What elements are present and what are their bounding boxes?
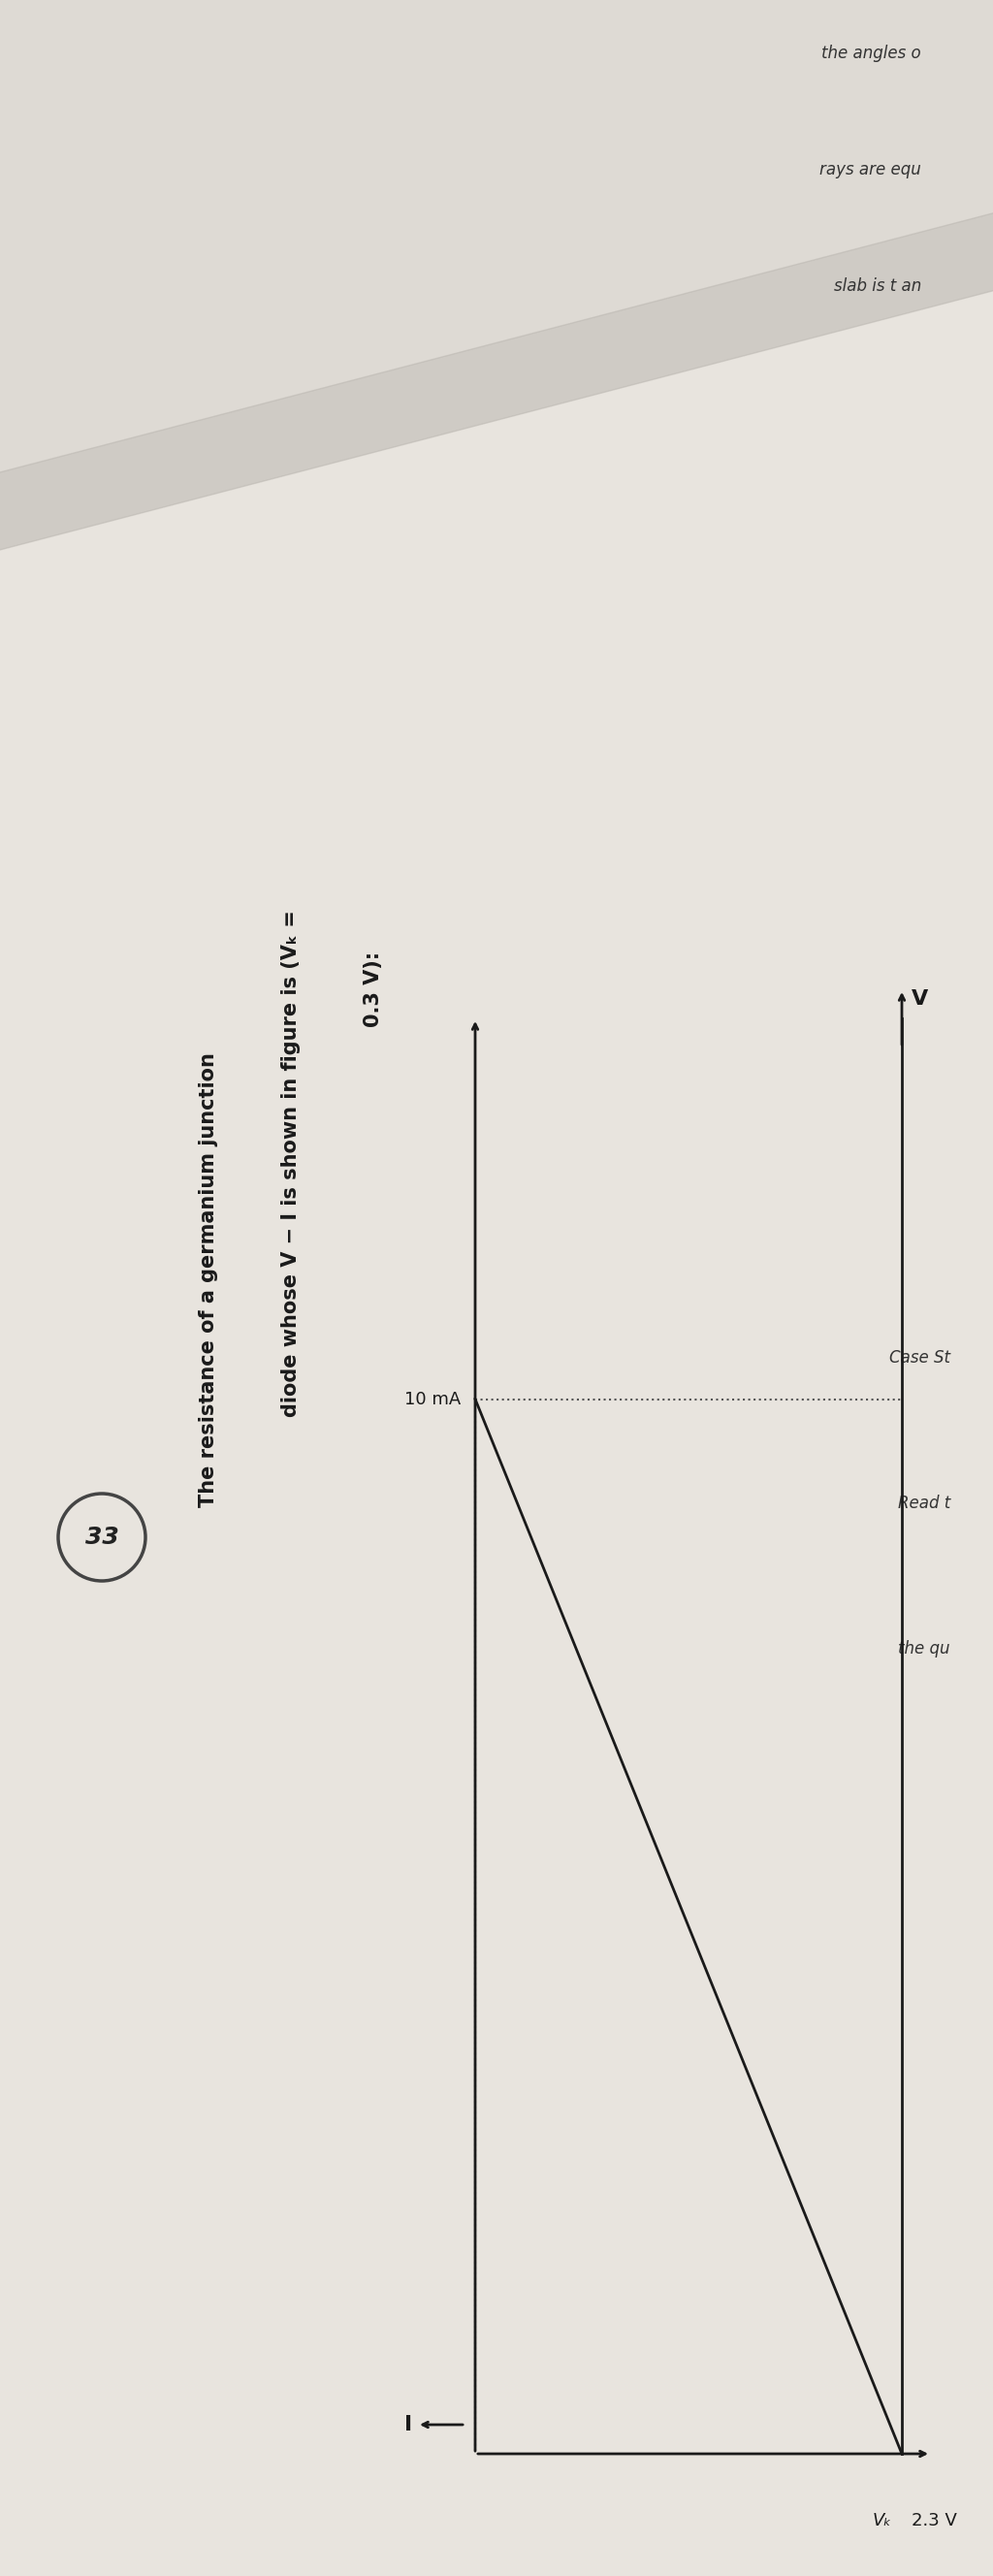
- Text: rays are equ: rays are equ: [819, 160, 922, 178]
- Text: the qu: the qu: [899, 1641, 950, 1656]
- Text: 33: 33: [85, 1525, 119, 1548]
- Text: 2.3 V: 2.3 V: [912, 2512, 957, 2530]
- Text: 10 mA: 10 mA: [404, 1391, 461, 1406]
- Text: Case St: Case St: [890, 1350, 950, 1365]
- Circle shape: [59, 1494, 145, 1582]
- Polygon shape: [0, 0, 993, 775]
- Text: Vₖ: Vₖ: [873, 2512, 892, 2530]
- Polygon shape: [0, 193, 993, 2576]
- Text: I: I: [404, 2416, 412, 2434]
- Text: the angles o: the angles o: [822, 44, 922, 62]
- Text: slab is t an: slab is t an: [834, 278, 922, 294]
- Text: 0.3 V):: 0.3 V):: [363, 951, 383, 1028]
- Text: diode whose V − I is shown in figure is (Vₖ =: diode whose V − I is shown in figure is …: [281, 909, 301, 1417]
- Text: The resistance of a germanium junction: The resistance of a germanium junction: [199, 1054, 218, 1507]
- Text: V: V: [912, 989, 928, 1010]
- Text: Read t: Read t: [898, 1494, 950, 1512]
